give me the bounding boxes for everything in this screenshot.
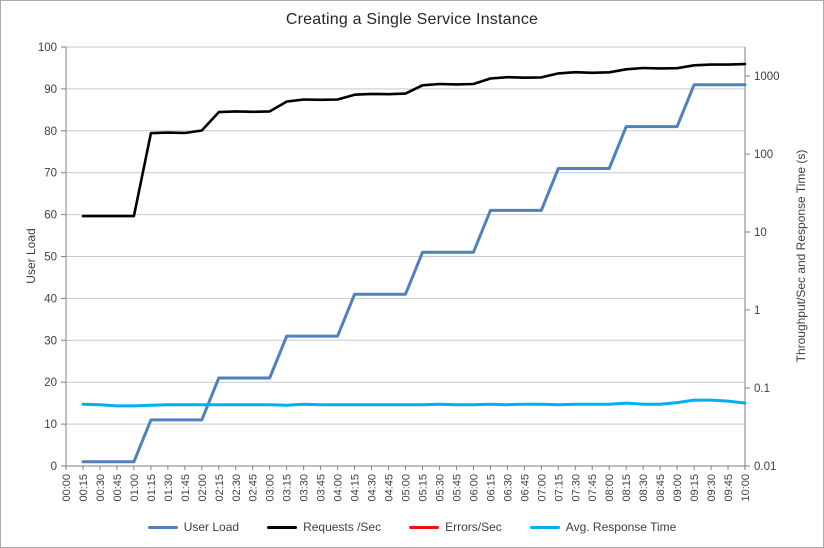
x-axis-tick-label: 07:45 bbox=[587, 474, 599, 502]
chart-title: Creating a Single Service Instance bbox=[285, 11, 539, 28]
left-axis-tick-label: 10 bbox=[44, 419, 57, 431]
x-axis-tick-label: 05:30 bbox=[434, 474, 446, 502]
x-axis-tick-label: 04:30 bbox=[367, 474, 379, 502]
x-axis-tick-label: 01:30 bbox=[163, 474, 175, 502]
x-axis-tick-label: 06:30 bbox=[502, 474, 514, 502]
x-axis-tick-label: 07:00 bbox=[536, 474, 548, 502]
legend-swatch-errors-per-sec bbox=[409, 525, 440, 529]
x-axis-tick-label: 01:45 bbox=[180, 474, 192, 502]
x-axis-tick-label: 10:00 bbox=[740, 474, 752, 502]
right-axis-tick-label: 1 bbox=[754, 305, 760, 317]
x-axis-tick-label: 03:45 bbox=[316, 474, 328, 502]
right-axis-tick-label: 1000 bbox=[754, 71, 780, 83]
x-axis-tick-label: 08:00 bbox=[604, 474, 616, 502]
x-axis-tick-label: 04:15 bbox=[350, 474, 362, 502]
right-axis-tick-label: 100 bbox=[754, 149, 773, 161]
left-axis-tick-label: 80 bbox=[44, 126, 57, 138]
left-axis-tick-label: 60 bbox=[44, 210, 57, 222]
x-axis-tick-label: 02:45 bbox=[248, 474, 260, 502]
x-axis-tick-label: 03:30 bbox=[299, 474, 311, 502]
x-axis-tick-label: 09:00 bbox=[672, 474, 684, 502]
left-axis-tick-label: 90 bbox=[44, 84, 57, 96]
x-axis-tick-label: 05:15 bbox=[417, 474, 429, 502]
x-axis-tick-label: 02:15 bbox=[214, 474, 226, 502]
legend-label-requests-per-sec: Requests /Sec bbox=[303, 520, 382, 534]
x-axis-tick-label: 00:45 bbox=[112, 474, 124, 502]
x-axis-tick-label: 03:00 bbox=[265, 474, 277, 502]
series-line-user-load bbox=[81, 83, 747, 464]
right-axis-tick-label: 0.1 bbox=[754, 383, 770, 395]
legend: User Load Requests /Sec Errors/Sec Avg. … bbox=[1, 517, 823, 537]
legend-label-user-load: User Load bbox=[183, 520, 240, 534]
legend-swatch-avg-response-time bbox=[529, 525, 560, 529]
legend-label-errors-per-sec: Errors/Sec bbox=[445, 520, 502, 534]
x-axis-tick-label: 05:45 bbox=[451, 474, 463, 502]
x-axis-tick-label: 09:15 bbox=[689, 474, 701, 502]
legend-item-avg-response-time: Avg. Response Time bbox=[529, 520, 677, 534]
series-line-requests-sec bbox=[81, 62, 747, 218]
x-axis-tick-label: 07:30 bbox=[570, 474, 582, 502]
x-axis-tick-label: 02:00 bbox=[197, 474, 209, 502]
x-axis-tick-label: 09:45 bbox=[723, 474, 735, 502]
x-axis-tick-label: 07:15 bbox=[553, 474, 565, 502]
left-axis-tick-label: 70 bbox=[44, 168, 57, 180]
x-axis-tick-label: 05:00 bbox=[401, 474, 413, 502]
legend-item-user-load: User Load bbox=[147, 520, 240, 534]
left-axis-tick-label: 40 bbox=[44, 293, 57, 305]
legend-item-requests-per-sec: Requests /Sec bbox=[267, 520, 381, 534]
x-axis-tick-label: 03:15 bbox=[282, 474, 294, 502]
left-axis-tick-label: 30 bbox=[44, 335, 57, 347]
legend-swatch-user-load bbox=[147, 525, 178, 529]
legend-label-avg-response-time: Avg. Response Time bbox=[565, 520, 677, 534]
legend-item-errors-per-sec: Errors/Sec bbox=[409, 520, 502, 534]
right-axis-tick-label: 10 bbox=[754, 227, 767, 239]
legend-swatch-requests-per-sec bbox=[267, 525, 298, 529]
x-axis-tick-label: 01:00 bbox=[129, 474, 141, 502]
x-axis-tick-label: 06:45 bbox=[519, 474, 531, 502]
left-axis-tick-label: 100 bbox=[38, 42, 57, 54]
series-line-avg-response-time bbox=[81, 398, 747, 408]
x-axis-tick-label: 00:30 bbox=[95, 474, 107, 502]
x-axis-tick-label: 00:15 bbox=[78, 474, 90, 502]
left-axis-tick-label: 50 bbox=[44, 252, 57, 264]
left-axis-tick-label: 20 bbox=[44, 377, 57, 389]
x-axis-tick-label: 08:45 bbox=[655, 474, 667, 502]
x-axis-tick-label: 02:30 bbox=[231, 474, 243, 502]
right-axis-tick-label: 0.01 bbox=[754, 461, 776, 473]
x-axis-tick-label: 00:00 bbox=[61, 474, 73, 502]
x-axis-tick-label: 04:45 bbox=[384, 474, 396, 502]
x-axis-tick-label: 08:30 bbox=[638, 474, 650, 502]
x-axis-tick-label: 01:15 bbox=[146, 474, 158, 502]
x-axis-tick-label: 04:00 bbox=[333, 474, 345, 502]
x-axis-tick-label: 06:15 bbox=[485, 474, 497, 502]
left-axis-tick-label: 0 bbox=[51, 461, 57, 473]
x-axis-tick-label: 06:00 bbox=[468, 474, 480, 502]
x-axis-tick-label: 09:30 bbox=[706, 474, 718, 502]
x-axis-tick-label: 08:15 bbox=[621, 474, 633, 502]
